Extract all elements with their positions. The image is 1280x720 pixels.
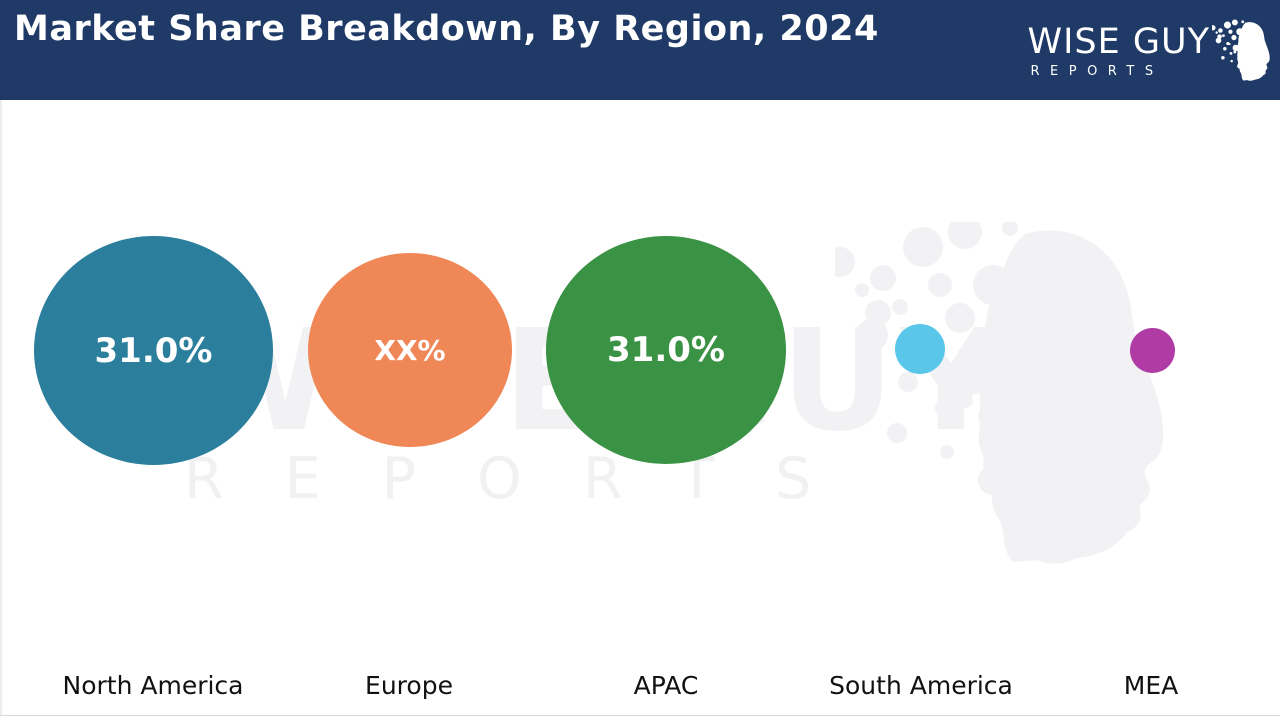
bubble-mea (1130, 328, 1175, 373)
brand-text: WISE GUY REPORTS (1027, 23, 1210, 79)
region-label-mea: MEA (1123, 671, 1179, 700)
brand-head-icon (1212, 19, 1270, 81)
bubble-value-label: 31.0% (607, 330, 725, 370)
region-label-europe: Europe (365, 671, 453, 700)
plot-left-border (0, 100, 2, 716)
brand-logo: WISE GUY REPORTS (1027, 6, 1270, 96)
brand-name: WISE GUY (1027, 22, 1210, 62)
bubble-value-label: XX% (374, 333, 446, 367)
region-label-apac: APAC (633, 671, 699, 700)
watermark-head-icon (835, 222, 1164, 564)
bubble-apac: 31.0% (546, 236, 786, 464)
bubble-north-america: 31.0% (34, 236, 273, 465)
region-label-south-america: South America (829, 671, 1013, 700)
watermark-reports-text: REPORTS (184, 446, 873, 512)
region-label-north-america: North America (62, 671, 244, 700)
bubble-south-america (895, 324, 945, 374)
bottom-divider (0, 715, 1280, 716)
brand-subtitle: REPORTS (1030, 64, 1164, 79)
bubble-europe: XX% (308, 253, 512, 447)
page-title: Market Share Breakdown, By Region, 2024 (14, 9, 879, 49)
bubble-value-label: 31.0% (94, 330, 213, 371)
header-bar: Market Share Breakdown, By Region, 2024 … (0, 0, 1280, 100)
